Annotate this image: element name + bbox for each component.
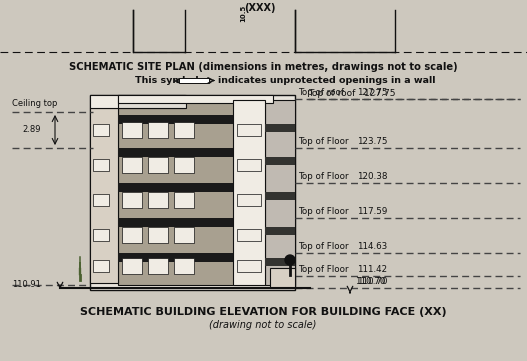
Bar: [148, 258, 168, 274]
Text: 2.89: 2.89: [22, 125, 41, 134]
Text: (drawing not to scale): (drawing not to scale): [209, 320, 317, 330]
Bar: [174, 192, 194, 208]
Bar: [90, 95, 185, 108]
Bar: [93, 194, 109, 206]
Text: indicates unprotected openings in a wall: indicates unprotected openings in a wall: [218, 76, 435, 85]
Bar: [118, 95, 186, 108]
Bar: [118, 253, 233, 262]
Bar: [148, 227, 168, 243]
Circle shape: [285, 255, 295, 265]
Text: 110.70: 110.70: [355, 277, 385, 286]
Bar: [265, 227, 295, 235]
Bar: [118, 100, 273, 285]
Bar: [237, 159, 261, 171]
Bar: [265, 157, 295, 165]
Bar: [265, 100, 295, 285]
Bar: [93, 229, 109, 241]
Bar: [174, 227, 194, 243]
Text: Top of Floor: Top of Floor: [298, 172, 349, 181]
Text: 120.38: 120.38: [357, 172, 387, 181]
Text: Top of Floor: Top of Floor: [298, 207, 349, 216]
Bar: [237, 124, 261, 136]
Bar: [237, 229, 261, 241]
Bar: [122, 122, 142, 138]
Text: 117.59: 117.59: [357, 207, 387, 216]
Bar: [118, 115, 233, 124]
Bar: [148, 192, 168, 208]
Text: 10.5: 10.5: [240, 5, 246, 22]
Text: 111.42: 111.42: [357, 265, 387, 274]
Bar: [237, 194, 261, 206]
Text: 123.75: 123.75: [357, 137, 387, 146]
Text: Ceiling top: Ceiling top: [12, 99, 57, 108]
Bar: [93, 159, 109, 171]
Text: 110.91: 110.91: [12, 280, 41, 289]
Bar: [174, 157, 194, 173]
Bar: [93, 124, 109, 136]
Bar: [90, 95, 295, 290]
Text: Top of roof   127.75: Top of roof 127.75: [308, 89, 395, 98]
Bar: [148, 157, 168, 173]
Text: 127.75: 127.75: [357, 88, 387, 97]
Bar: [122, 192, 142, 208]
Text: 114.63: 114.63: [357, 242, 387, 251]
Bar: [93, 260, 109, 272]
Bar: [90, 108, 118, 283]
Text: Top of roof: Top of roof: [298, 88, 344, 97]
Bar: [148, 122, 168, 138]
Text: (XXX): (XXX): [244, 3, 276, 13]
Text: SCHEMATIC SITE PLAN (dimensions in metres, drawings not to scale): SCHEMATIC SITE PLAN (dimensions in metre…: [69, 62, 457, 72]
Bar: [265, 192, 295, 200]
Text: Top of Floor: Top of Floor: [298, 242, 349, 251]
Text: This symbol: This symbol: [135, 76, 199, 85]
Bar: [265, 124, 295, 132]
Bar: [174, 122, 194, 138]
Bar: [122, 258, 142, 274]
Bar: [265, 258, 295, 266]
Text: SCHEMATIC BUILDING ELEVATION FOR BUILDING FACE (XX): SCHEMATIC BUILDING ELEVATION FOR BUILDIN…: [80, 307, 446, 317]
Text: 110.70: 110.70: [357, 277, 387, 286]
Bar: [118, 183, 233, 192]
Bar: [174, 258, 194, 274]
Text: Top of Floor: Top of Floor: [298, 137, 349, 146]
Bar: [122, 157, 142, 173]
Text: Top of Floor: Top of Floor: [298, 265, 349, 274]
Bar: [237, 260, 261, 272]
Bar: [118, 148, 233, 157]
Bar: [118, 218, 233, 227]
Bar: [270, 268, 295, 288]
Bar: [233, 100, 265, 285]
Bar: [179, 78, 209, 83]
Bar: [122, 227, 142, 243]
Bar: [118, 95, 273, 103]
